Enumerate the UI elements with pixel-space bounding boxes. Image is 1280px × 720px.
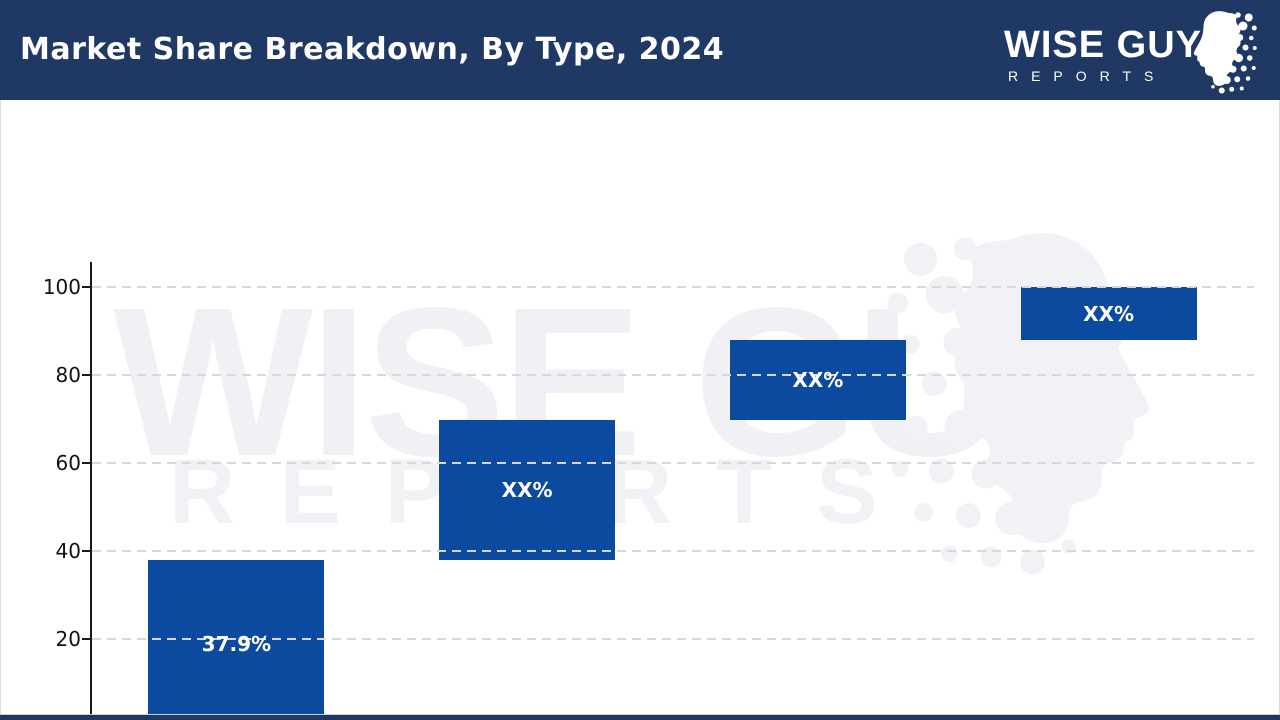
grid-line: [92, 550, 1254, 552]
grid-line: [92, 374, 1254, 376]
y-tick-mark: [82, 374, 91, 376]
logo-wordmark: WISE GUY: [1003, 24, 1202, 66]
y-tick-mark: [82, 638, 91, 640]
y-tick-label: 60: [55, 451, 81, 475]
y-tick-mark: [82, 462, 91, 464]
chart-area: WISE GUY REPORTS 02040608010037.9%Sedans…: [0, 100, 1280, 714]
y-axis-line: [90, 262, 92, 714]
y-tick-label: 80: [55, 363, 81, 387]
grid-line: [92, 462, 1254, 464]
bar-value-label: XX%: [1083, 301, 1135, 326]
y-tick-label: 100: [42, 275, 81, 299]
page-title: Market Share Breakdown, By Type, 2024: [20, 32, 725, 67]
logo-face-icon: [1193, 11, 1257, 94]
y-tick-mark: [82, 550, 91, 552]
bar-value-label: 37.9%: [201, 631, 272, 656]
watermark-face-icon: [887, 233, 1149, 575]
y-tick-label: 40: [55, 539, 81, 563]
bar-value-label: XX%: [792, 368, 844, 393]
grid-line: [92, 638, 1254, 640]
bar-sedans: [148, 560, 325, 714]
bar-suvs: [439, 419, 616, 561]
y-tick-mark: [82, 286, 91, 288]
logo-subtext: REPORTS: [1007, 68, 1167, 84]
header-bar: Market Share Breakdown, By Type, 2024 WI…: [0, 0, 1280, 100]
grid-line: [92, 286, 1254, 288]
bar-hatchbacks: [729, 340, 906, 420]
bar-coupes: [1020, 287, 1197, 341]
bar-value-label: XX%: [501, 478, 553, 503]
footer-bar: [0, 714, 1280, 720]
brand-logo: WISE GUY REPORTS: [1004, 8, 1274, 98]
y-tick-label: 20: [55, 627, 81, 651]
